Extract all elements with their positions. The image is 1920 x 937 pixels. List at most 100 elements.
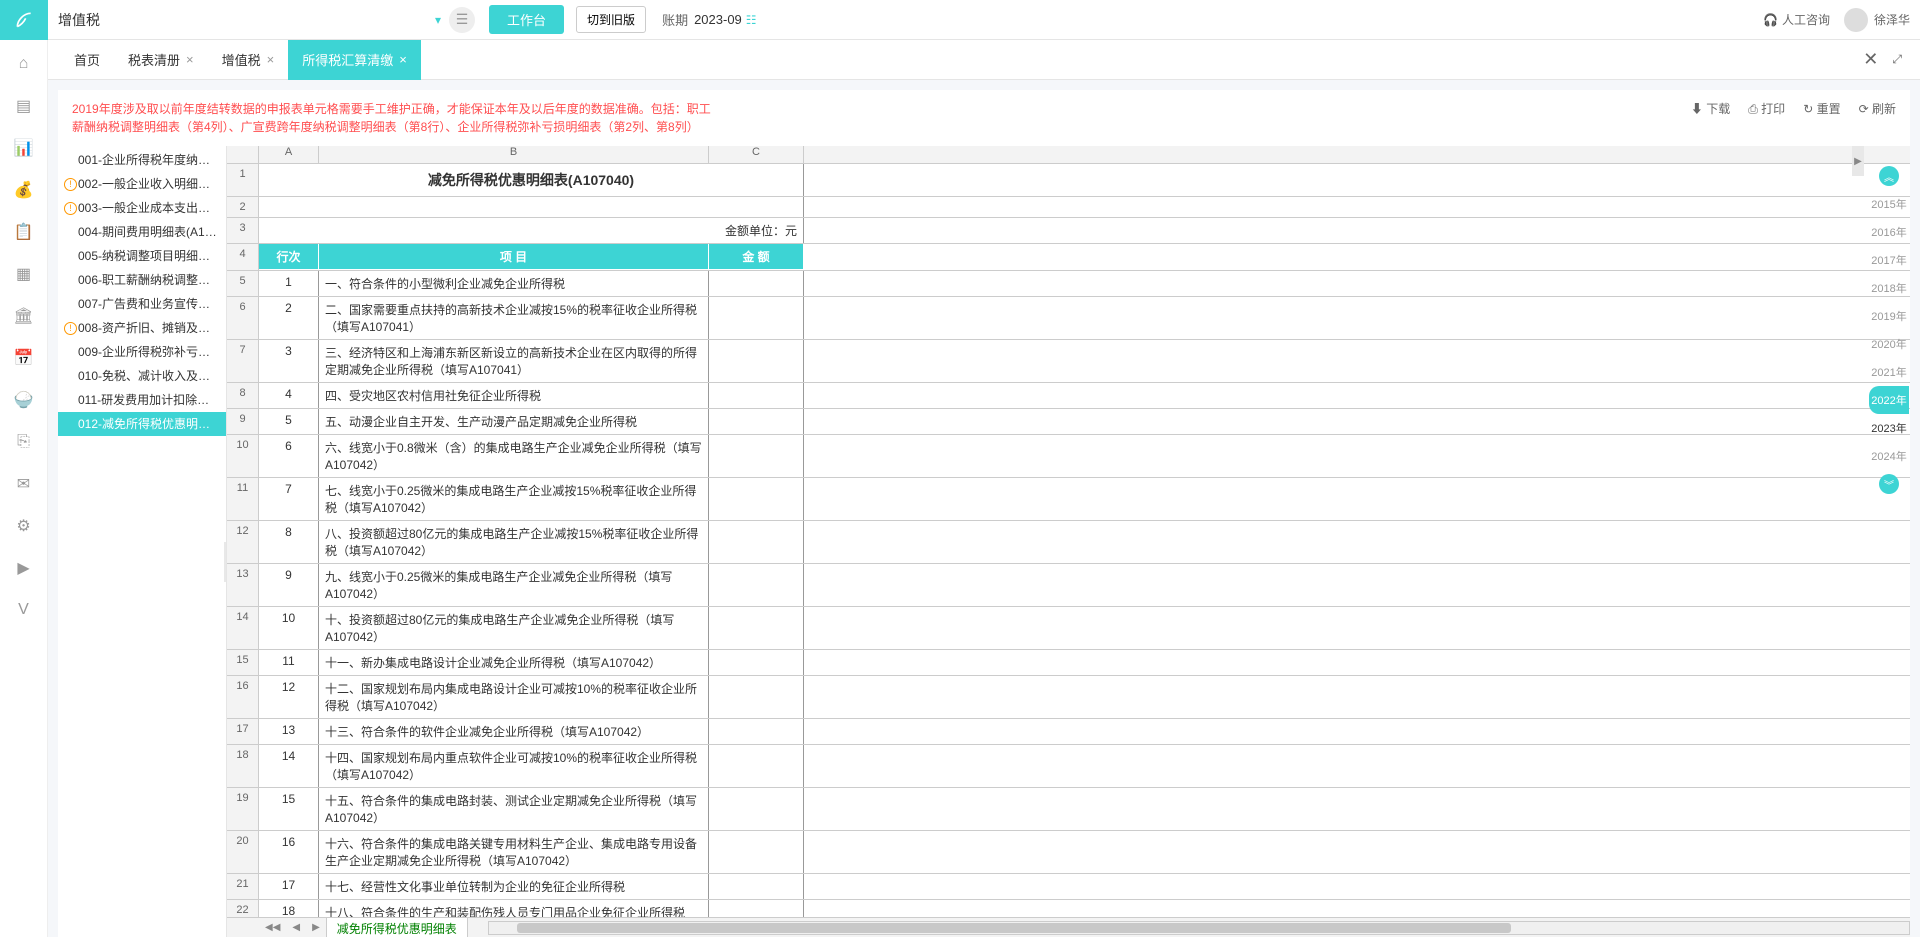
cell[interactable]: 七、线宽小于0.25微米的集成电路生产企业减按15%税率征收企业所得税（填写A1… (319, 478, 709, 520)
cell[interactable]: 四、受灾地区农村信用社免征企业所得税 (319, 383, 709, 408)
cell[interactable]: 16 (259, 831, 319, 873)
sidebar-item[interactable]: 004-期间费用明细表(A1040... (58, 220, 226, 244)
sidebar-item[interactable]: 010-免税、减计收入及加计... (58, 364, 226, 388)
download-link[interactable]: ⬇ 下载 (1691, 100, 1730, 117)
row-header[interactable]: 10 (227, 435, 259, 477)
cell[interactable]: 12 (259, 676, 319, 718)
sheet-nav-next[interactable]: ▶ (306, 922, 326, 933)
cell[interactable] (709, 900, 804, 917)
row-header[interactable]: 8 (227, 383, 259, 408)
row-header[interactable]: 5 (227, 271, 259, 296)
tab-增值税[interactable]: 增值税× (208, 40, 289, 80)
bowl-icon[interactable]: 🍚 (14, 390, 34, 410)
cell[interactable]: 4 (259, 383, 319, 408)
cell[interactable]: 5 (259, 409, 319, 434)
export-icon[interactable]: ⎘ (14, 432, 34, 452)
sidebar-item[interactable]: 003-一般企业成本支出明细... (58, 196, 226, 220)
logo-icon[interactable] (0, 0, 48, 40)
row-header[interactable]: 17 (227, 719, 259, 744)
cell[interactable]: 2 (259, 297, 319, 339)
cell[interactable] (709, 478, 804, 520)
cell[interactable] (709, 831, 804, 873)
workbench-button[interactable]: 工作台 (489, 5, 564, 34)
tab-close-icon[interactable]: × (186, 52, 194, 67)
year-button[interactable]: 2020年 (1869, 330, 1909, 358)
sheet-nav-prev[interactable]: ◀ (286, 922, 306, 933)
row-header[interactable]: 22 (227, 900, 259, 917)
cell[interactable] (709, 650, 804, 675)
row-header[interactable]: 7 (227, 340, 259, 382)
row-header[interactable]: 3 (227, 218, 259, 243)
year-down-icon[interactable]: ︾ (1879, 474, 1899, 494)
cell[interactable] (709, 564, 804, 606)
sidebar-item[interactable]: 001-企业所得税年度纳税申... (58, 148, 226, 172)
cell[interactable]: 九、线宽小于0.25微米的集成电路生产企业减免企业所得税（填写A107042） (319, 564, 709, 606)
row-header[interactable]: 18 (227, 745, 259, 787)
tab-所得税汇算清缴[interactable]: 所得税汇算清缴× (288, 40, 421, 80)
cell[interactable]: 十、投资额超过80亿元的集成电路生产企业减免企业所得税（填写A107042） (319, 607, 709, 649)
year-button[interactable]: 2021年 (1869, 358, 1909, 386)
row-header[interactable]: 20 (227, 831, 259, 873)
row-header[interactable]: 21 (227, 874, 259, 899)
cell[interactable]: 9 (259, 564, 319, 606)
row-header[interactable]: 6 (227, 297, 259, 339)
tab-close-icon[interactable]: × (267, 52, 275, 67)
row-header[interactable]: 2 (227, 197, 259, 217)
cell[interactable]: 6 (259, 435, 319, 477)
cell[interactable]: 8 (259, 521, 319, 563)
sidebar-item[interactable]: 005-纳税调整项目明细表(A1... (58, 244, 226, 268)
sheet-nav-first[interactable]: ◀◀ (259, 922, 286, 933)
cell[interactable] (709, 521, 804, 563)
cell[interactable] (709, 383, 804, 408)
year-button[interactable]: 2022年 (1869, 386, 1909, 414)
settings-icon[interactable]: ⚙ (14, 516, 34, 536)
year-button[interactable]: 2023年 (1869, 414, 1909, 442)
cell[interactable] (709, 340, 804, 382)
form-icon[interactable]: ▦ (14, 264, 34, 284)
cell[interactable]: 十八、符合条件的生产和装配伤残人员专门用品企业免征企业所得税 (319, 900, 709, 917)
tabbar-expand-icon[interactable]: ⤢ (1886, 52, 1908, 67)
tabbar-close-icon[interactable]: ✕ (1855, 49, 1886, 70)
horizontal-scrollbar[interactable] (488, 921, 1910, 935)
row-header[interactable]: 15 (227, 650, 259, 675)
cell[interactable] (709, 745, 804, 787)
cell[interactable]: 十二、国家规划布局内集成电路设计企业可减按10%的税率征收企业所得税（填写A10… (319, 676, 709, 718)
cell[interactable]: 1 (259, 271, 319, 296)
cell[interactable]: 五、动漫企业自主开发、生产动漫产品定期减免企业所得税 (319, 409, 709, 434)
cell[interactable]: 一、符合条件的小型微利企业减免企业所得税 (319, 271, 709, 296)
cell[interactable]: 11 (259, 650, 319, 675)
sidebar-item[interactable]: 006-职工薪酬纳税调整明细... (58, 268, 226, 292)
row-header[interactable]: 19 (227, 788, 259, 830)
cell[interactable]: 14 (259, 745, 319, 787)
sidebar-item[interactable]: 012-减免所得税优惠明细表(... (58, 412, 226, 436)
tab-税表清册[interactable]: 税表清册× (114, 40, 208, 80)
year-panel-expand[interactable]: ▶ (1852, 146, 1864, 176)
cell[interactable]: 十六、符合条件的集成电路关键专用材料生产企业、集成电路专用设备生产企业定期减免企… (319, 831, 709, 873)
bag-icon[interactable]: 💰 (14, 180, 34, 200)
refresh-link[interactable]: ⟳ 刷新 (1859, 100, 1896, 117)
sidebar-item[interactable]: 011-研发费用加计扣除优惠... (58, 388, 226, 412)
cell[interactable] (709, 271, 804, 296)
chart-icon[interactable]: 📊 (14, 138, 34, 158)
cell[interactable]: 15 (259, 788, 319, 830)
module-dropdown[interactable]: 增值税 (58, 10, 100, 30)
cell[interactable]: 八、投资额超过80亿元的集成电路生产企业减按15%税率征收企业所得税（填写A10… (319, 521, 709, 563)
cell[interactable] (709, 607, 804, 649)
cell[interactable]: 7 (259, 478, 319, 520)
cell[interactable] (709, 676, 804, 718)
cell[interactable]: 十五、符合条件的集成电路封装、测试企业定期减免企业所得税（填写A107042） (319, 788, 709, 830)
cell[interactable]: 十一、新办集成电路设计企业减免企业所得税（填写A107042） (319, 650, 709, 675)
v-icon[interactable]: V (14, 600, 34, 620)
year-button[interactable]: 2018年 (1869, 274, 1909, 302)
calendar-icon[interactable]: ☷ (746, 13, 757, 27)
sidebar-item[interactable]: 009-企业所得税弥补亏损明... (58, 340, 226, 364)
cell[interactable]: 18 (259, 900, 319, 917)
period-value[interactable]: 2023-09 (694, 12, 742, 27)
row-header[interactable]: 14 (227, 607, 259, 649)
home-icon[interactable]: ⌂ (14, 54, 34, 74)
row-header[interactable]: 4 (227, 244, 259, 270)
row-header[interactable]: 11 (227, 478, 259, 520)
sidebar-item[interactable]: 002-一般企业收入明细表(A1... (58, 172, 226, 196)
cell[interactable]: 十三、符合条件的软件企业减免企业所得税（填写A107042） (319, 719, 709, 744)
consult-link[interactable]: 🎧 人工咨询 (1763, 11, 1830, 28)
